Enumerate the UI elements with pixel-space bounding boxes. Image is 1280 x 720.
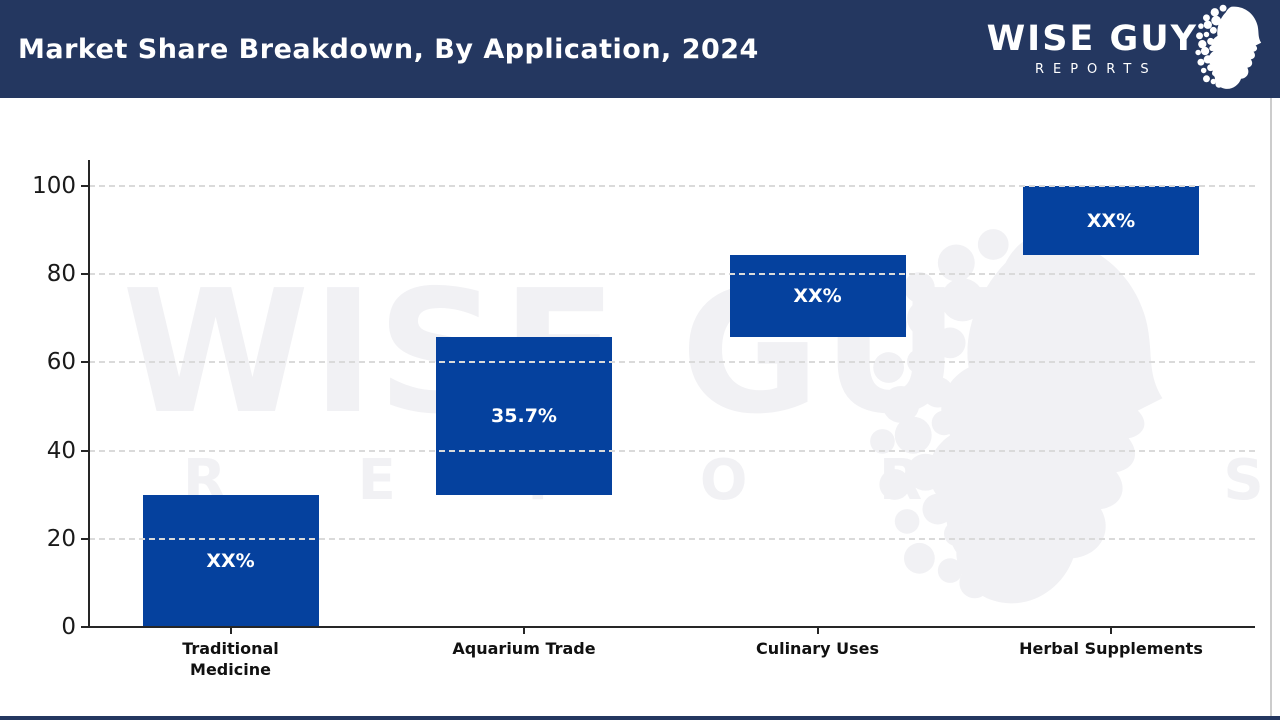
y-tick-label: 40 [46,437,76,464]
brand-logo: WISE GUY REPORTS [987,4,1268,94]
y-tick-label: 0 [61,614,76,640]
logo-subtext: REPORTS [1034,61,1158,77]
gridline-100 [89,185,1255,187]
y-axis-line [88,160,90,628]
watermark-face-icon [870,229,1163,604]
x-category-label: Herbal Supplements [1019,639,1203,658]
y-tick-mark [81,626,89,628]
x-tick-mark [523,628,525,634]
y-tick-label: 20 [46,525,76,552]
gridline-40 [89,449,1255,452]
logo-wordmark: WISE GUY [986,18,1198,59]
y-tick-mark [81,273,89,276]
bar-culinary-uses [729,255,906,338]
gridline-20 [89,537,1255,540]
x-category-label: Traditional Medicine [182,639,279,679]
y-tick-mark [81,185,89,187]
bar-value-label: XX% [1086,209,1136,232]
gridline-80 [89,273,1255,276]
right-border-line [1270,98,1272,720]
x-tick-mark [229,628,232,634]
chart-title: Market Share Breakdown, By Application, … [18,33,759,65]
footer-bar [0,716,1280,720]
x-tick-mark [1110,628,1112,634]
bar-traditional-medicine [142,494,319,627]
gridline-60 [89,361,1255,364]
bar-value-label: XX% [206,549,255,572]
x-category-label: Culinary Uses [755,639,880,658]
x-category-label: Aquarium Trade [452,639,596,658]
y-tick-label: 60 [46,349,76,376]
x-axis-line [88,626,1255,628]
y-tick-mark [81,449,89,452]
y-tick-label: 80 [46,261,76,288]
y-tick-label: 100 [32,173,76,199]
y-tick-mark [81,537,89,540]
bar-value-label: 35.7% [491,404,557,427]
header: Market Share Breakdown, By Application, … [0,0,1280,98]
logo-face-icon [1195,4,1262,89]
bar-value-label: XX% [793,285,842,308]
x-tick-mark [816,628,819,634]
y-tick-mark [81,361,89,364]
bar-herbal-supplements [1023,186,1199,256]
bar-aquarium-trade [436,337,612,495]
